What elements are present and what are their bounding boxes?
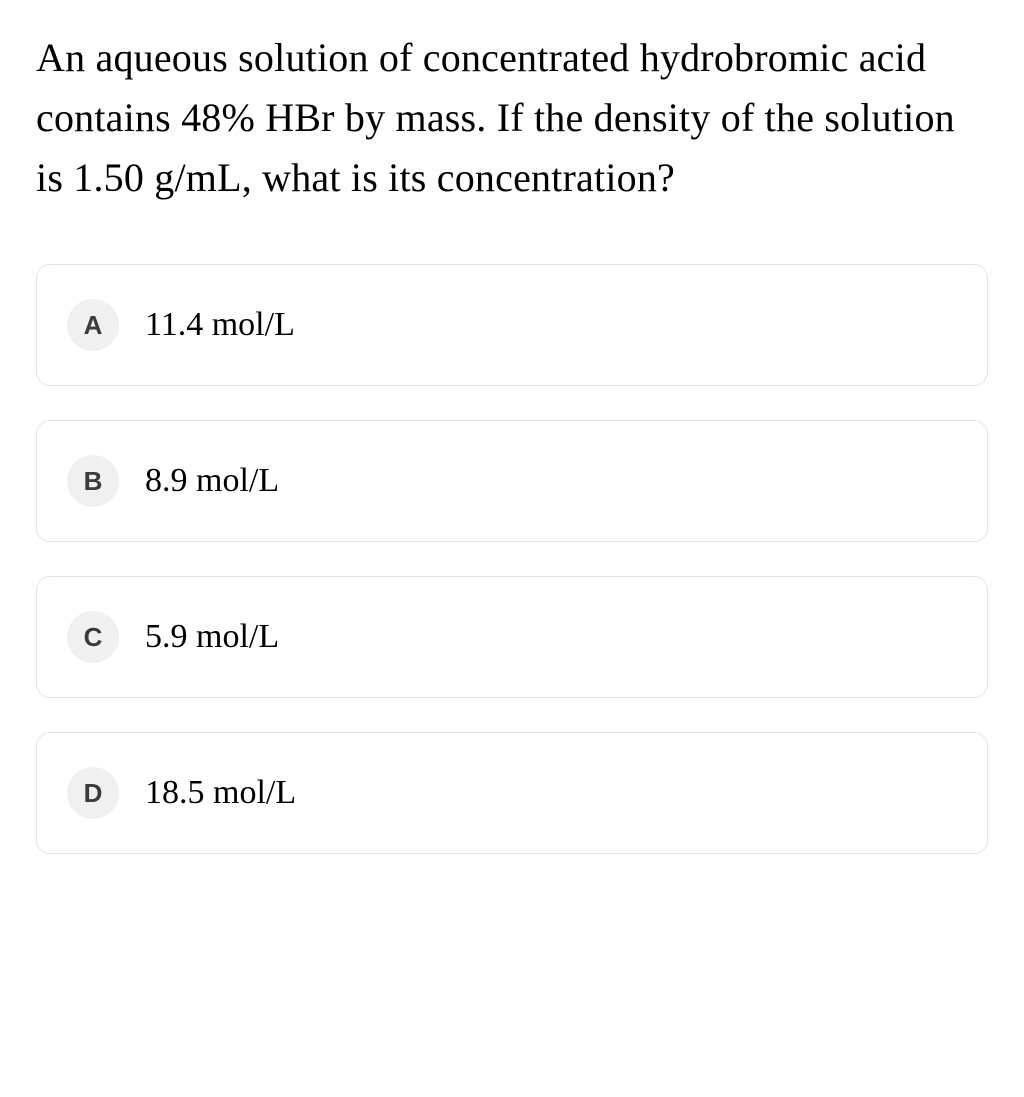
option-a[interactable]: A 11.4 mol/L — [36, 264, 988, 386]
options-list: A 11.4 mol/L B 8.9 mol/L C 5.9 mol/L D 1… — [36, 264, 988, 854]
option-letter-badge: D — [67, 767, 119, 819]
option-b[interactable]: B 8.9 mol/L — [36, 420, 988, 542]
option-d[interactable]: D 18.5 mol/L — [36, 732, 988, 854]
option-text: 8.9 mol/L — [145, 462, 279, 500]
option-letter-badge: A — [67, 299, 119, 351]
question-text: An aqueous solution of concentrated hydr… — [36, 28, 988, 208]
option-text: 11.4 mol/L — [145, 306, 295, 344]
option-letter-badge: C — [67, 611, 119, 663]
option-c[interactable]: C 5.9 mol/L — [36, 576, 988, 698]
question-page: An aqueous solution of concentrated hydr… — [0, 0, 1024, 854]
option-letter-badge: B — [67, 455, 119, 507]
option-text: 5.9 mol/L — [145, 618, 279, 656]
option-text: 18.5 mol/L — [145, 774, 296, 812]
